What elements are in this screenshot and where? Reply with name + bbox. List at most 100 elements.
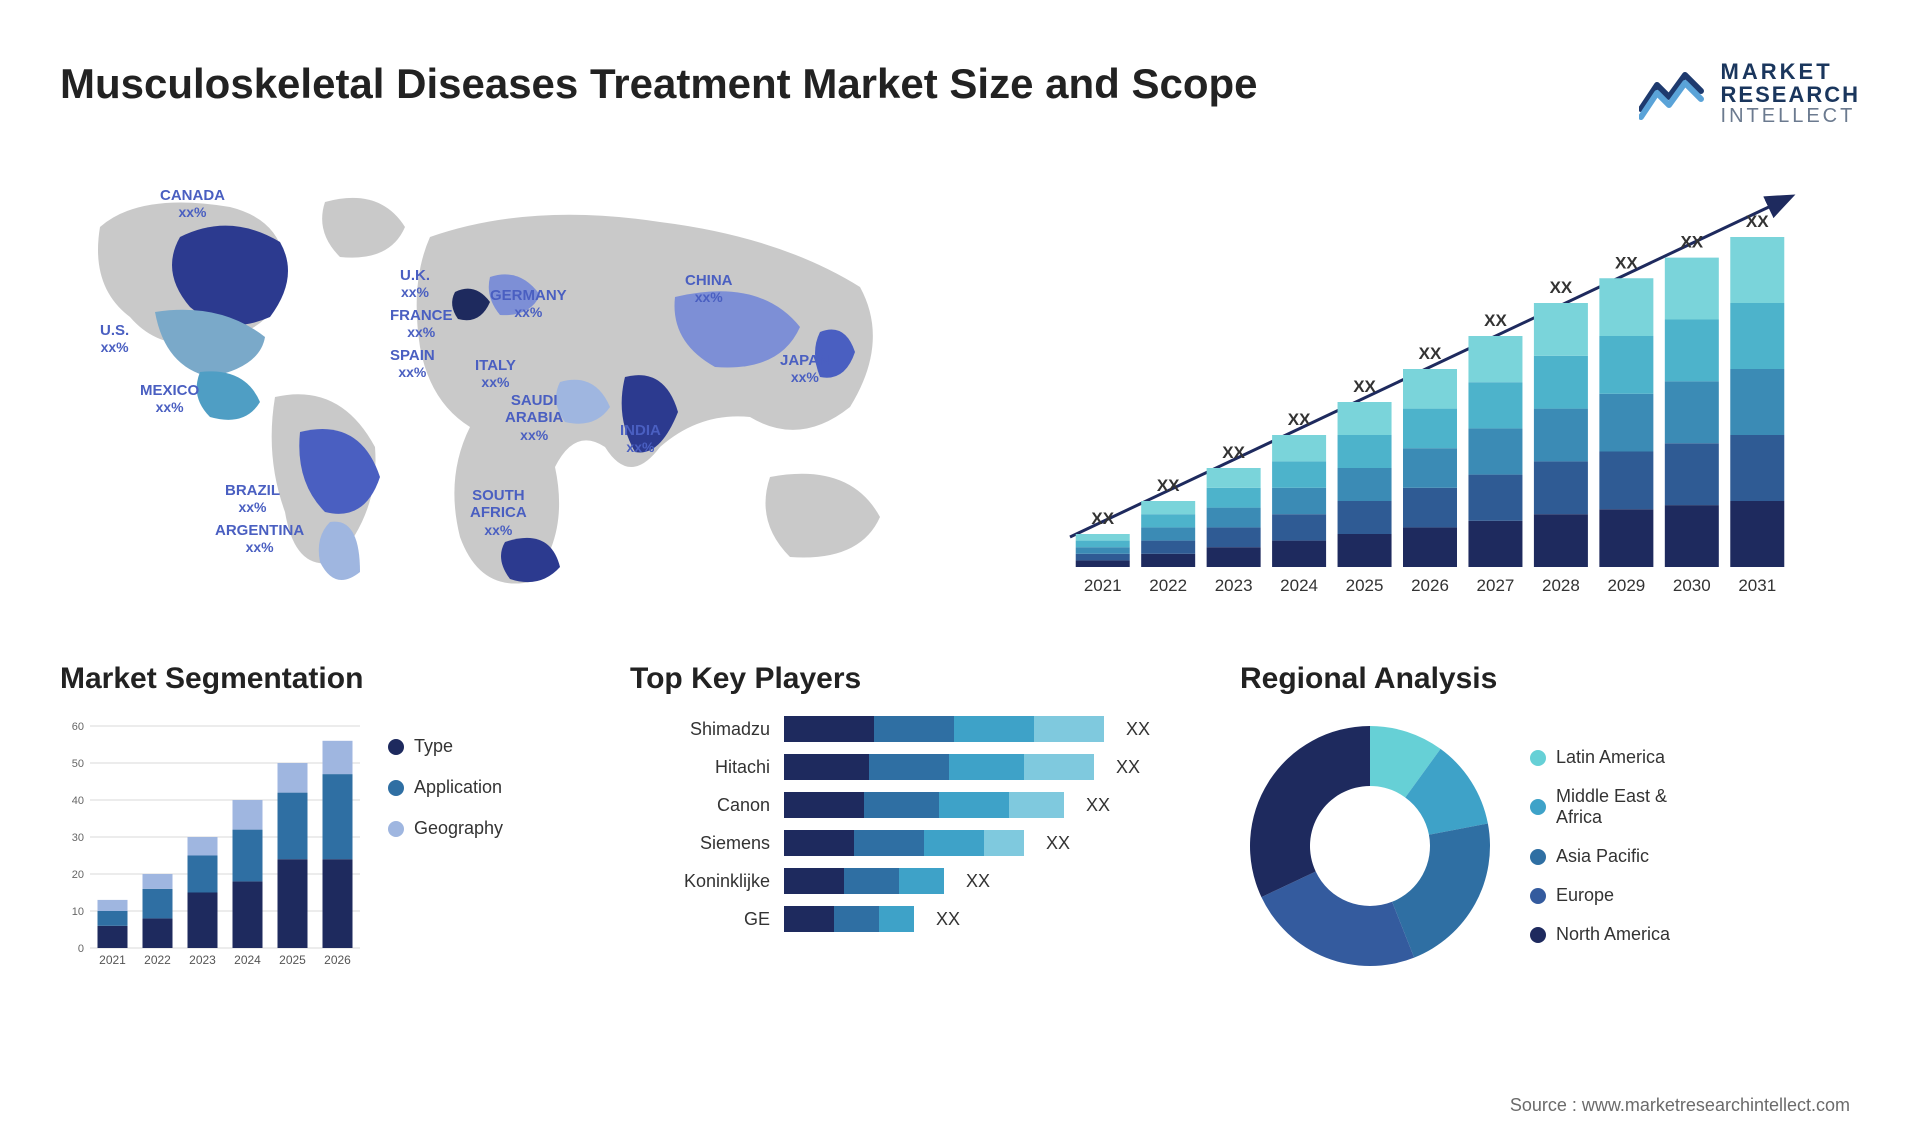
map-label: SOUTHAFRICAxx% — [470, 487, 527, 538]
svg-text:XX: XX — [1484, 311, 1507, 330]
map-label: CHINAxx% — [685, 272, 733, 305]
legend-item: Europe — [1530, 885, 1670, 906]
svg-text:2024: 2024 — [234, 953, 261, 967]
player-value: XX — [1046, 833, 1070, 854]
players-panel: Top Key Players ShimadzuXXHitachiXXCanon… — [630, 662, 1190, 976]
regional-legend: Latin America Middle East &Africa Asia Pac… — [1530, 747, 1670, 945]
logo-text: MARKET RESEARCH INTELLECT — [1721, 60, 1860, 127]
svg-text:2027: 2027 — [1477, 576, 1515, 595]
map-label: FRANCExx% — [390, 307, 453, 340]
player-bar — [784, 754, 1094, 780]
regional-donut — [1240, 716, 1500, 976]
logo-mark-icon — [1639, 67, 1709, 121]
segmentation-chart: 0102030405060202120222023202420252026 — [60, 716, 360, 976]
source-text: Source : www.marketresearchintellect.com — [1510, 1095, 1850, 1116]
map-label: MEXICOxx% — [140, 382, 199, 415]
legend-item: Application — [388, 777, 503, 798]
player-row: Siemens XX — [630, 830, 1190, 856]
map-label: JAPANxx% — [780, 352, 830, 385]
map-label: ARGENTINAxx% — [215, 522, 304, 555]
map-label: BRAZILxx% — [225, 482, 280, 515]
player-name: GE — [630, 909, 770, 930]
map-label: SPAINxx% — [390, 347, 435, 380]
legend-item: Geography — [388, 818, 503, 839]
svg-text:XX: XX — [1157, 476, 1180, 495]
header: Musculoskeletal Diseases Treatment Marke… — [60, 60, 1860, 127]
map-label: SAUDIARABIAxx% — [505, 392, 563, 443]
player-row: Koninklijke XX — [630, 868, 1190, 894]
players-title: Top Key Players — [630, 662, 1190, 696]
svg-text:20: 20 — [72, 869, 84, 881]
svg-text:2028: 2028 — [1542, 576, 1580, 595]
map-label: ITALYxx% — [475, 357, 516, 390]
player-name: Shimadzu — [630, 719, 770, 740]
svg-text:XX: XX — [1288, 410, 1311, 429]
brand-logo: MARKET RESEARCH INTELLECT — [1639, 60, 1860, 127]
player-bar — [784, 868, 944, 894]
svg-text:2023: 2023 — [1215, 576, 1253, 595]
player-row: GE XX — [630, 906, 1190, 932]
map-label: CANADAxx% — [160, 187, 225, 220]
bottom-row: Market Segmentation 01020304050602021202… — [60, 662, 1860, 976]
svg-text:XX: XX — [1091, 509, 1114, 528]
player-value: XX — [1116, 757, 1140, 778]
page-title: Musculoskeletal Diseases Treatment Marke… — [60, 60, 1258, 108]
map-label: U.S.xx% — [100, 322, 129, 355]
regional-panel: Regional Analysis Latin America Middle Ea… — [1240, 662, 1860, 976]
player-value: XX — [1086, 795, 1110, 816]
svg-text:2024: 2024 — [1280, 576, 1318, 595]
legend-item: Latin America — [1530, 747, 1670, 768]
svg-text:40: 40 — [72, 795, 84, 807]
legend-item: Middle East &Africa — [1530, 786, 1670, 828]
svg-text:XX: XX — [1615, 253, 1638, 272]
svg-text:2030: 2030 — [1673, 576, 1711, 595]
player-value: XX — [1126, 719, 1150, 740]
growth-chart: XX2021XX2022XX2023XX2024XX2025XX2026XX20… — [1000, 167, 1860, 607]
player-row: Canon XX — [630, 792, 1190, 818]
svg-text:XX: XX — [1680, 233, 1703, 252]
player-name: Siemens — [630, 833, 770, 854]
svg-text:2022: 2022 — [1149, 576, 1187, 595]
legend-item: Asia Pacific — [1530, 846, 1670, 867]
player-bar — [784, 906, 914, 932]
svg-text:2029: 2029 — [1607, 576, 1645, 595]
player-row: Hitachi XX — [630, 754, 1190, 780]
player-bar — [784, 716, 1104, 742]
player-bar — [784, 830, 1024, 856]
svg-text:XX: XX — [1746, 212, 1769, 231]
player-row: Shimadzu XX — [630, 716, 1190, 742]
svg-text:2031: 2031 — [1738, 576, 1776, 595]
player-name: Koninklijke — [630, 871, 770, 892]
svg-text:XX: XX — [1550, 278, 1573, 297]
player-name: Hitachi — [630, 757, 770, 778]
svg-text:2022: 2022 — [144, 953, 171, 967]
svg-text:2025: 2025 — [279, 953, 306, 967]
svg-text:0: 0 — [78, 943, 84, 955]
svg-text:2025: 2025 — [1346, 576, 1384, 595]
segmentation-legend: Type Application Geography — [388, 736, 503, 839]
map-label: GERMANYxx% — [490, 287, 567, 320]
svg-text:10: 10 — [72, 906, 84, 918]
svg-text:60: 60 — [72, 721, 84, 733]
segmentation-panel: Market Segmentation 01020304050602021202… — [60, 662, 580, 976]
player-value: XX — [966, 871, 990, 892]
legend-item: Type — [388, 736, 503, 757]
player-value: XX — [936, 909, 960, 930]
svg-text:XX: XX — [1419, 344, 1442, 363]
top-row: CANADAxx% U.S.xx% MEXICOxx% BRAZILxx% ARGENT… — [60, 167, 1860, 612]
map-label: U.K.xx% — [400, 267, 430, 300]
regional-title: Regional Analysis — [1240, 662, 1860, 696]
svg-text:XX: XX — [1353, 377, 1376, 396]
world-map-panel: CANADAxx% U.S.xx% MEXICOxx% BRAZILxx% ARGENT… — [60, 167, 940, 612]
svg-text:2023: 2023 — [189, 953, 216, 967]
svg-text:2026: 2026 — [324, 953, 351, 967]
map-label: INDIAxx% — [620, 422, 661, 455]
segmentation-title: Market Segmentation — [60, 662, 580, 696]
player-name: Canon — [630, 795, 770, 816]
svg-text:50: 50 — [72, 758, 84, 770]
growth-chart-panel: XX2021XX2022XX2023XX2024XX2025XX2026XX20… — [1000, 167, 1860, 612]
legend-item: North America — [1530, 924, 1670, 945]
player-bar — [784, 792, 1064, 818]
svg-text:XX: XX — [1222, 443, 1245, 462]
svg-text:2021: 2021 — [99, 953, 126, 967]
